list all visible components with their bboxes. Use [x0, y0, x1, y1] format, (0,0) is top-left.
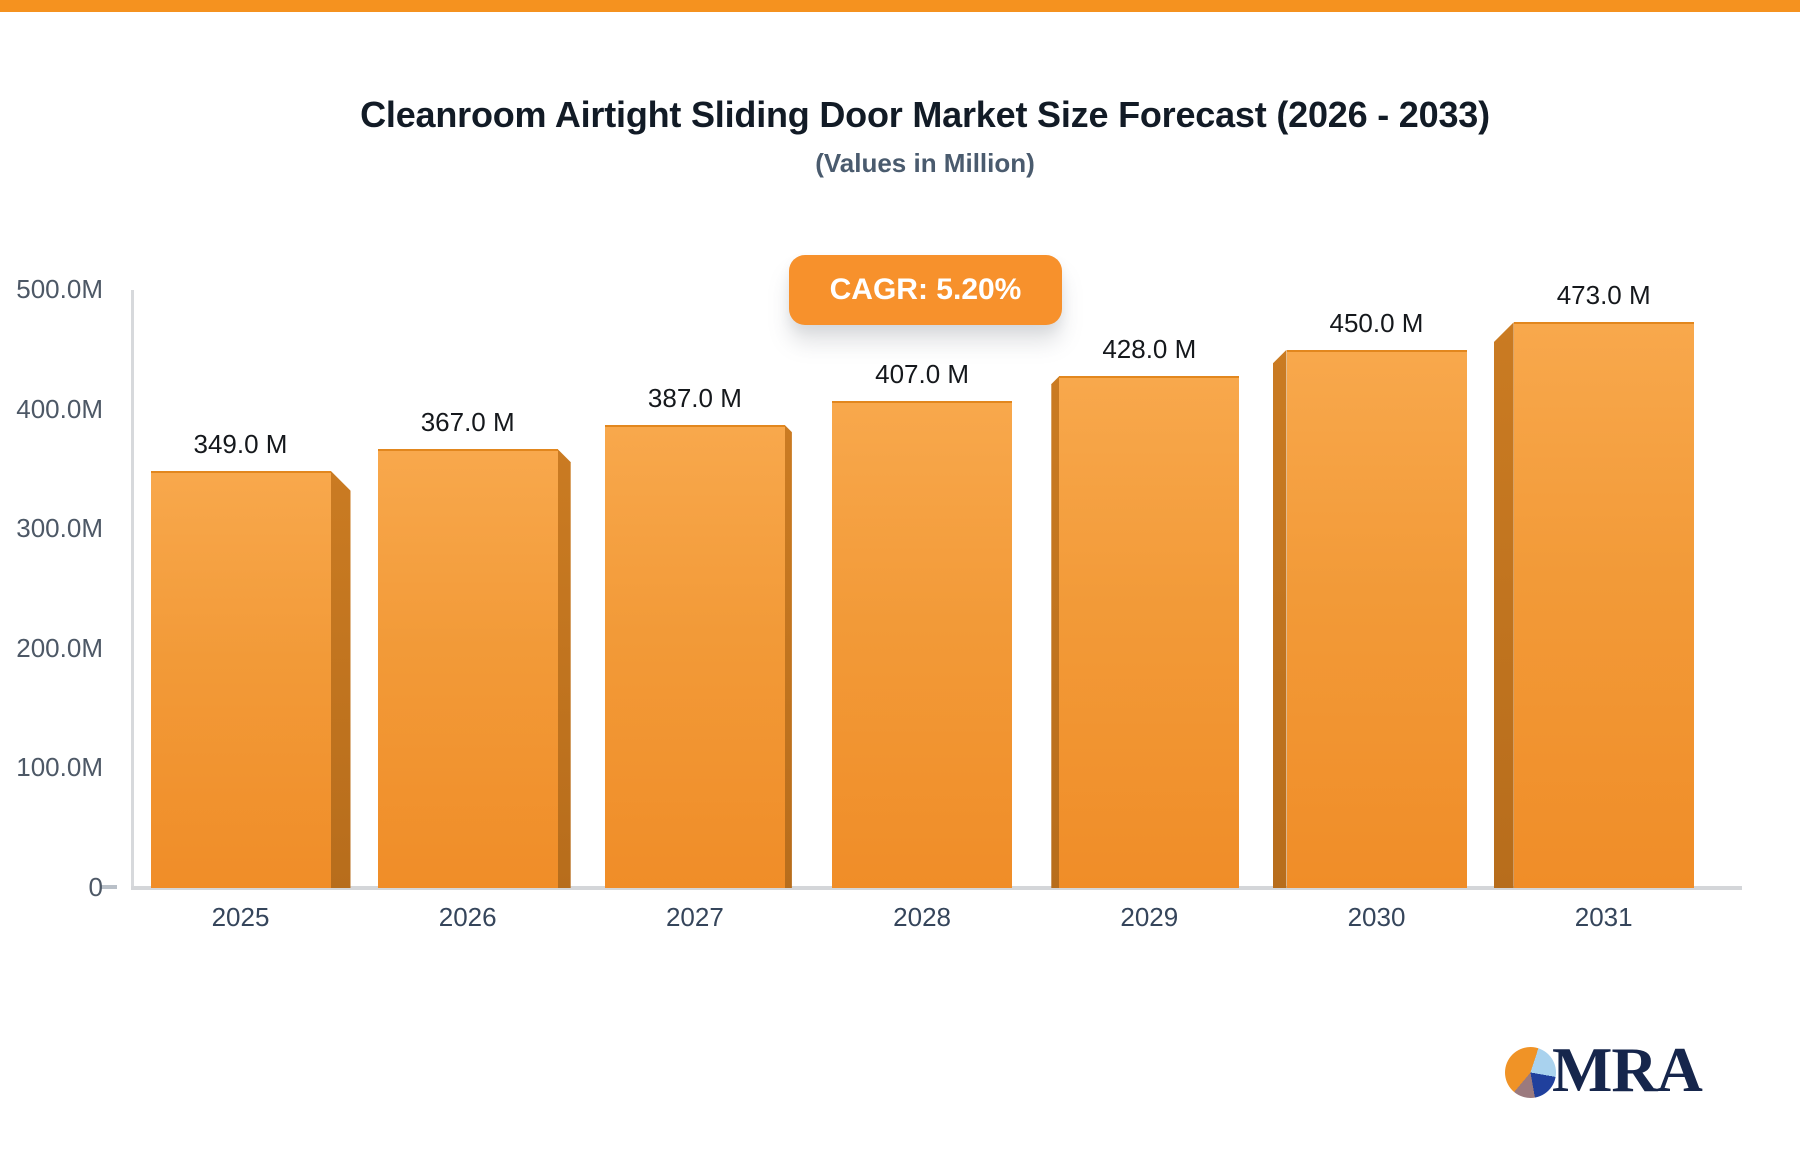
bar-side-face: [1272, 349, 1287, 888]
x-axis-label: 2029: [1120, 902, 1179, 932]
x-axis-label: 2028: [893, 902, 952, 932]
x-axis-label: 2030: [1347, 902, 1406, 932]
bar-value-label: 407.0 M: [875, 359, 970, 390]
bar: [377, 449, 558, 888]
bar-value-label: 450.0 M: [1329, 307, 1424, 338]
bar-value-label: 367.0 M: [420, 407, 515, 438]
x-axis-label: 2027: [665, 902, 724, 932]
cagr-badge: CAGR: 5.20%: [789, 255, 1062, 325]
bar: [832, 401, 1013, 888]
y-axis-label: 500.0M: [16, 274, 103, 304]
zero-tick-mark: [101, 885, 117, 889]
x-axis-label: 2026: [438, 902, 497, 932]
bar-value-label: 473.0 M: [1556, 280, 1651, 311]
bar: [1286, 349, 1467, 888]
x-axis-label: 2025: [211, 902, 270, 932]
x-axis-line: [131, 886, 1742, 890]
bar-value-label: 428.0 M: [1102, 334, 1197, 365]
y-axis-label: 0: [88, 872, 103, 902]
bar-value-label: 387.0 M: [647, 383, 742, 414]
chart-subtitle: (Values in Million): [815, 148, 1035, 178]
y-axis-label: 300.0M: [16, 513, 103, 544]
bar-side-face: [557, 449, 571, 888]
cagr-badge-label: CAGR: 5.20%: [829, 273, 1022, 306]
bar: [1059, 376, 1240, 888]
y-axis-label: 100.0M: [16, 752, 103, 783]
brand-logo: MRA: [1505, 1034, 1703, 1105]
bar-side-face: [330, 470, 351, 888]
bar-side-face: [1051, 376, 1060, 888]
top-accent-bar: [0, 0, 1800, 12]
bar: [1513, 322, 1694, 888]
bar-side-face: [1493, 322, 1514, 888]
bar: [604, 425, 785, 888]
chart-title: Cleanroom Airtight Sliding Door Market S…: [360, 94, 1490, 135]
logo-text: MRA: [1552, 1034, 1703, 1105]
pie-chart-logo-icon: [1505, 1046, 1556, 1098]
y-axis-label: 200.0M: [16, 632, 103, 663]
bar-value-label: 349.0 M: [193, 428, 288, 459]
x-axis-label: 2031: [1574, 902, 1633, 932]
y-axis-label: 400.0M: [16, 393, 103, 424]
bar-side-face: [784, 425, 792, 888]
bar: [150, 470, 331, 888]
y-axis-line: [131, 290, 134, 889]
